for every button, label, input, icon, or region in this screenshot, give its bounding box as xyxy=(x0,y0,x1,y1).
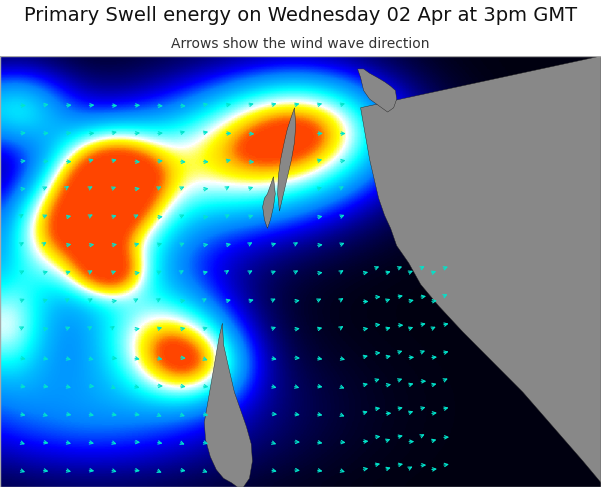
Text: Arrows show the wind wave direction: Arrows show the wind wave direction xyxy=(171,37,430,51)
Polygon shape xyxy=(263,177,275,228)
Polygon shape xyxy=(204,323,252,487)
Polygon shape xyxy=(361,56,601,487)
Text: Primary Swell energy on Wednesday 02 Apr at 3pm GMT: Primary Swell energy on Wednesday 02 Apr… xyxy=(24,6,577,25)
Polygon shape xyxy=(358,69,397,112)
Polygon shape xyxy=(278,108,296,211)
